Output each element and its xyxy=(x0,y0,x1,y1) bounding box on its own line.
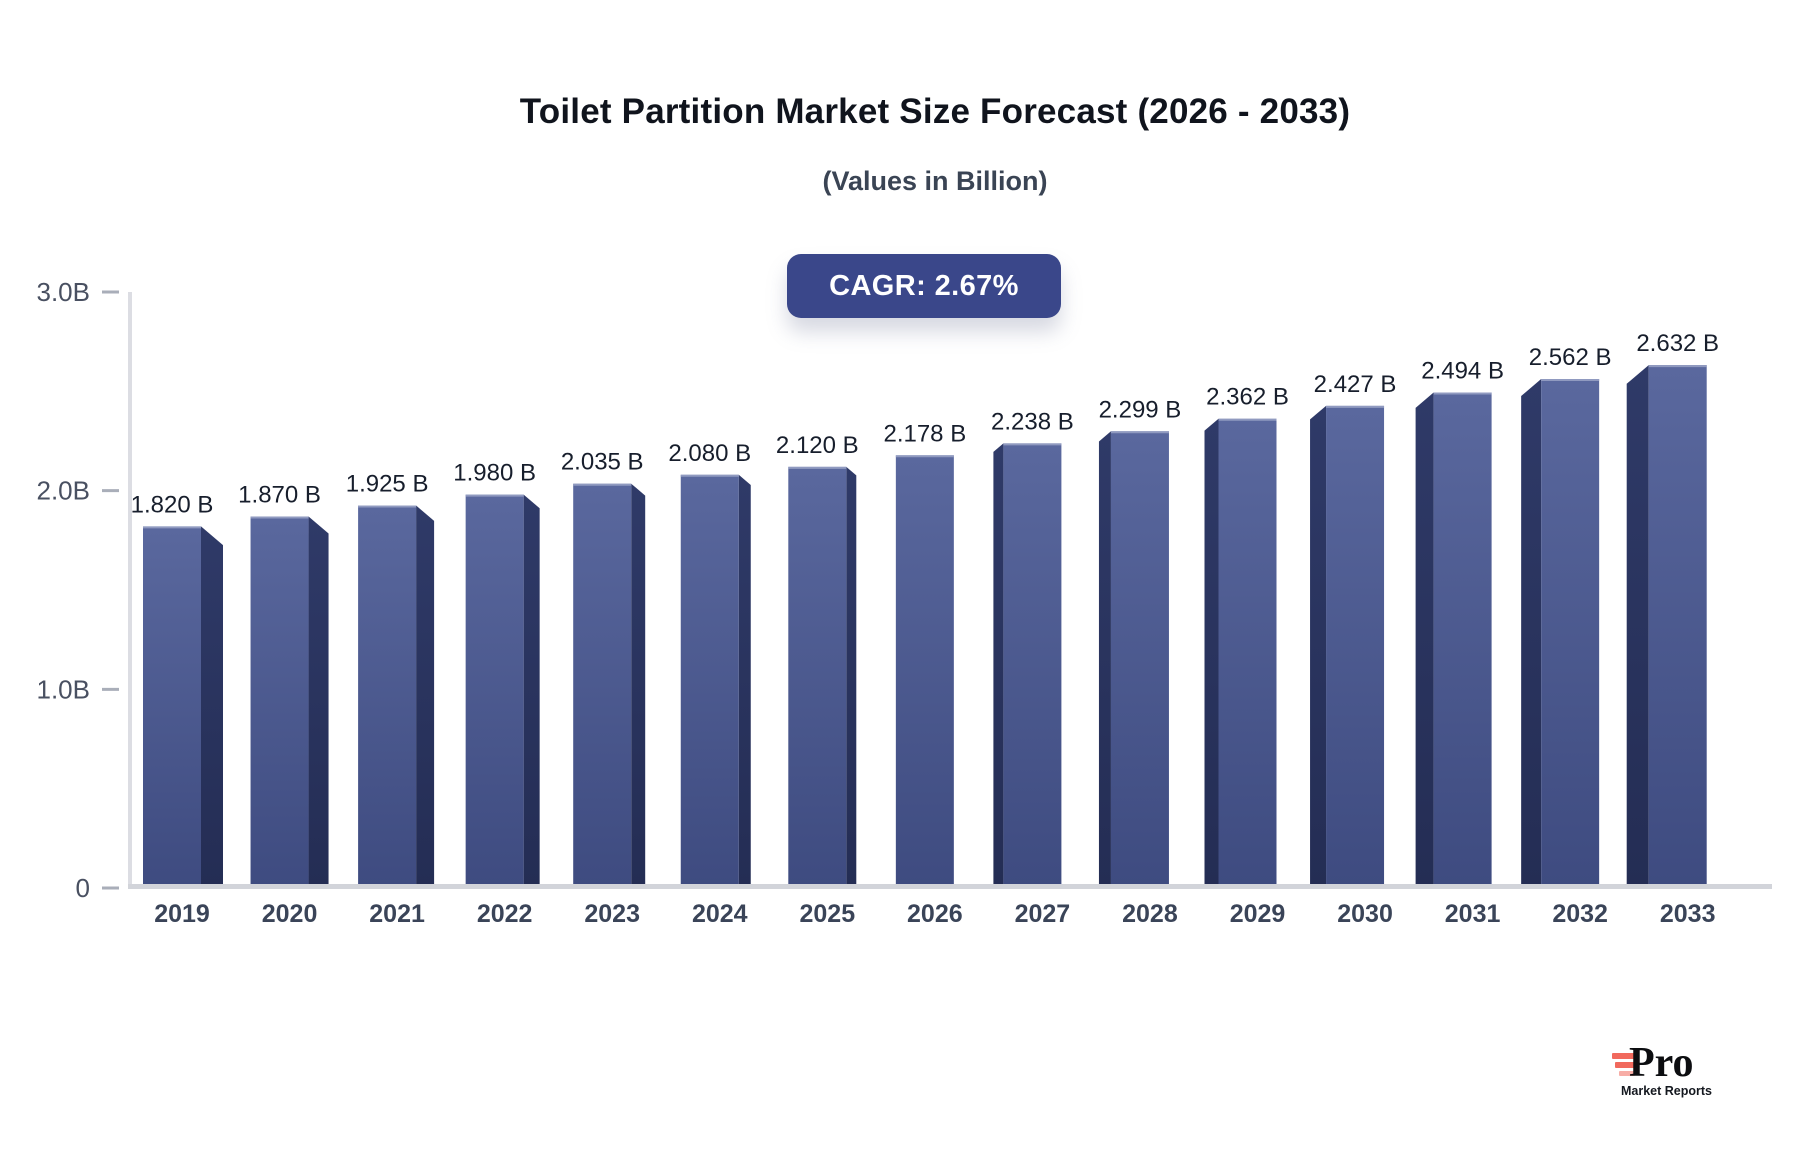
y-axis-line xyxy=(128,291,132,888)
bar-2033: 2.632 B 2033 xyxy=(1626,330,1719,928)
bar-side-face xyxy=(1415,392,1434,888)
bar-front-face xyxy=(1648,365,1707,888)
bar-front-face xyxy=(680,474,739,888)
bar-value-label: 2.299 B xyxy=(1099,396,1182,423)
logo-subtitle: Market Reports xyxy=(1621,1084,1712,1098)
bar-2032: 2.562 B 2032 xyxy=(1521,344,1612,928)
bar-front-face xyxy=(895,455,954,888)
chart-title: Toilet Partition Market Size Forecast (2… xyxy=(519,92,1351,131)
x-axis-label: 2019 xyxy=(154,900,210,928)
y-tick-label: 3.0B xyxy=(37,277,91,307)
x-axis-label: 2026 xyxy=(907,900,963,928)
bar-front-face xyxy=(358,505,417,888)
x-axis-label: 2030 xyxy=(1337,900,1393,928)
bar-side-face xyxy=(846,466,857,888)
bar-2019: 1.820 B 2019 xyxy=(131,491,223,928)
bar-2020: 1.870 B 2020 xyxy=(238,481,329,928)
bar-value-label: 2.427 B xyxy=(1314,371,1397,398)
bar-front-face xyxy=(143,526,201,888)
bar-side-face xyxy=(416,505,435,888)
bar-value-label: 2.080 B xyxy=(668,440,751,467)
bar-side-face xyxy=(1310,405,1327,888)
y-tick-label: 0 xyxy=(76,873,90,903)
bar-value-label: 2.120 B xyxy=(776,432,859,459)
bar-value-label: 1.925 B xyxy=(346,471,429,498)
bar-value-label: 1.870 B xyxy=(238,481,321,508)
bar-value-label: 1.980 B xyxy=(453,460,536,487)
x-axis-label: 2020 xyxy=(262,900,318,928)
logo-bar-icon xyxy=(1619,1071,1635,1076)
bar-2027: 2.238 B 2027 xyxy=(991,408,1074,928)
bar-side-face xyxy=(738,474,751,888)
bar-side-face xyxy=(1626,365,1649,888)
x-axis-baseline xyxy=(128,884,1772,889)
bar-front-face xyxy=(1218,418,1277,888)
bar-side-face xyxy=(1204,418,1219,888)
x-axis-label: 2032 xyxy=(1552,900,1608,928)
bar-side-face xyxy=(631,483,646,888)
x-axis-label: 2024 xyxy=(692,900,748,928)
bar-front-face xyxy=(573,483,632,888)
x-axis-label: 2023 xyxy=(584,900,640,928)
bar-2026: 2.178 B 2026 xyxy=(883,420,966,928)
logo-bar-icon xyxy=(1615,1062,1635,1068)
bar-value-label: 2.178 B xyxy=(883,420,966,447)
bar-front-face xyxy=(465,494,524,888)
bar-front-face xyxy=(1541,379,1600,888)
bar-front-face xyxy=(1326,405,1385,888)
bar-side-face xyxy=(523,494,540,888)
bar-side-face xyxy=(1521,379,1542,888)
bar-2024: 2.080 B 2024 xyxy=(668,440,751,928)
logo-title: Pro xyxy=(1629,1040,1694,1086)
x-axis-label: 2029 xyxy=(1230,900,1286,928)
chart-subtitle: (Values in Billion) xyxy=(822,166,1048,196)
y-tick-label: 2.0B xyxy=(37,476,91,506)
x-axis-label: 2022 xyxy=(477,900,533,928)
bar-2023: 2.035 B 2023 xyxy=(561,449,646,928)
bar-2029: 2.362 B 2029 xyxy=(1204,384,1289,928)
bar-2025: 2.120 B 2025 xyxy=(776,432,859,928)
bar-value-label: 2.238 B xyxy=(991,408,1074,435)
x-axis-label: 2033 xyxy=(1660,900,1716,928)
bar-value-label: 1.820 B xyxy=(131,491,214,518)
y-tick-label: 1.0B xyxy=(37,674,91,704)
bar-2031: 2.494 B 2031 xyxy=(1415,358,1504,928)
x-axis-label: 2021 xyxy=(369,900,425,928)
bar-2028: 2.299 B 2028 xyxy=(1099,396,1182,928)
bar-value-label: 2.494 B xyxy=(1421,358,1504,385)
bar-front-face xyxy=(250,516,309,888)
x-axis-label: 2028 xyxy=(1122,900,1178,928)
bar-2030: 2.427 B 2030 xyxy=(1310,371,1396,928)
bar-2021: 1.925 B 2021 xyxy=(346,471,435,928)
bar-side-face xyxy=(201,526,223,888)
bar-value-label: 2.562 B xyxy=(1529,344,1612,371)
x-axis-label: 2025 xyxy=(799,900,855,928)
bar-value-label: 2.362 B xyxy=(1206,384,1289,411)
bar-front-face xyxy=(1110,431,1169,888)
bar-side-face xyxy=(308,516,329,888)
pro-market-reports-logo: Pro Market Reports xyxy=(1608,1040,1748,1106)
bar-value-label: 2.632 B xyxy=(1636,330,1719,357)
x-axis-label: 2027 xyxy=(1015,900,1071,928)
x-axis-label: 2031 xyxy=(1445,900,1501,928)
bar-value-label: 2.035 B xyxy=(561,449,644,476)
bar-front-face xyxy=(788,466,847,888)
bar-side-face xyxy=(1098,431,1111,888)
bar-front-face xyxy=(1003,443,1062,888)
cagr-badge: CAGR: 2.67% xyxy=(787,254,1061,318)
logo-bar-icon xyxy=(1612,1053,1635,1059)
bar-front-face xyxy=(1433,392,1492,888)
bar-side-face xyxy=(993,443,1004,888)
logo-bars-icon xyxy=(1608,1053,1635,1089)
bar-2022: 1.980 B 2022 xyxy=(453,460,540,928)
